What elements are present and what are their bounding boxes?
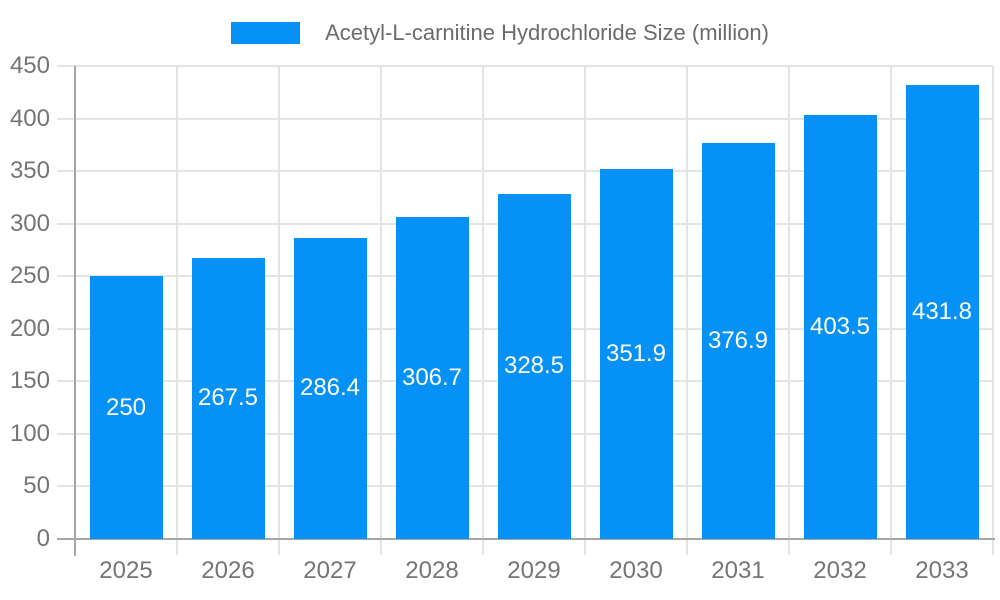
x-axis-tick-label: 2025 xyxy=(99,557,153,584)
grid-line-vertical xyxy=(482,66,484,539)
bar-value-label: 250 xyxy=(105,393,147,421)
grid-line-horizontal xyxy=(57,170,993,173)
bar-2032: 403.5 xyxy=(803,114,877,539)
grid-line-vertical xyxy=(992,66,994,539)
x-axis-tick xyxy=(788,539,790,555)
grid-line-vertical xyxy=(788,66,790,539)
y-axis-tick-label: 0 xyxy=(36,525,50,552)
grid-line-horizontal xyxy=(57,65,993,67)
bar-2028: 306.7 xyxy=(395,216,469,539)
y-axis-tick-label: 50 xyxy=(23,472,50,500)
x-axis-tick xyxy=(992,539,994,555)
x-axis-tick-label: 2027 xyxy=(303,557,357,584)
x-axis-tick-label: 2033 xyxy=(915,557,969,584)
grid-line-vertical xyxy=(686,66,688,539)
bar-value-label: 431.8 xyxy=(911,298,973,326)
bar-value-label: 267.5 xyxy=(197,384,259,412)
bar-2031: 376.9 xyxy=(701,142,775,539)
y-axis-tick-label: 400 xyxy=(9,104,50,132)
bar-value-label: 351.9 xyxy=(605,340,667,368)
y-axis-line xyxy=(74,66,76,556)
legend-swatch xyxy=(231,22,301,44)
bar-2026: 267.5 xyxy=(191,257,265,539)
x-axis-tick-label: 2030 xyxy=(609,557,663,584)
y-axis-tick-label: 200 xyxy=(9,314,50,342)
x-axis-tick xyxy=(890,539,892,555)
x-axis-tick xyxy=(482,539,484,555)
bar-value-label: 306.7 xyxy=(401,363,463,391)
y-axis-tick-label: 250 xyxy=(9,262,50,290)
bar-2033: 431.8 xyxy=(905,85,979,539)
bar-2027: 286.4 xyxy=(293,237,367,539)
y-axis-tick-label: 150 xyxy=(9,367,50,395)
x-axis-tick xyxy=(686,539,688,555)
bar-2030: 351.9 xyxy=(599,169,673,539)
bar-value-label: 328.5 xyxy=(503,352,565,380)
y-axis-tick-label: 450 xyxy=(9,52,50,79)
bar-2025: 250 xyxy=(89,276,163,539)
grid-line-horizontal xyxy=(57,117,993,120)
bar-2029: 328.5 xyxy=(497,193,571,539)
grid-line-vertical xyxy=(890,66,892,539)
x-axis-tick-label: 2028 xyxy=(405,557,459,584)
grid-line-vertical xyxy=(176,66,178,539)
chart-legend: Acetyl-L-carnitine Hydrochloride Size (m… xyxy=(0,20,1000,45)
bar-value-label: 376.9 xyxy=(707,326,769,354)
x-axis-tick xyxy=(380,539,382,555)
x-axis-tick xyxy=(278,539,280,555)
grid-line-vertical xyxy=(380,66,382,539)
bar-value-label: 403.5 xyxy=(809,312,871,340)
x-axis-tick xyxy=(176,539,178,555)
y-axis-tick-label: 300 xyxy=(9,209,50,237)
x-axis-tick xyxy=(584,539,586,555)
x-axis-tick-label: 2026 xyxy=(201,557,255,584)
y-axis-tick-label: 350 xyxy=(9,157,50,185)
x-axis-tick-label: 2031 xyxy=(711,557,765,584)
legend-label: Acetyl-L-carnitine Hydrochloride Size (m… xyxy=(325,20,769,45)
grid-line-vertical xyxy=(278,66,280,539)
grid-line-vertical xyxy=(584,66,586,539)
y-axis-tick-label: 100 xyxy=(9,419,50,447)
bar-value-label: 286.4 xyxy=(299,374,361,402)
x-axis-tick-label: 2032 xyxy=(813,557,867,584)
x-axis-line xyxy=(57,538,995,540)
x-axis-tick-label: 2029 xyxy=(507,557,561,584)
